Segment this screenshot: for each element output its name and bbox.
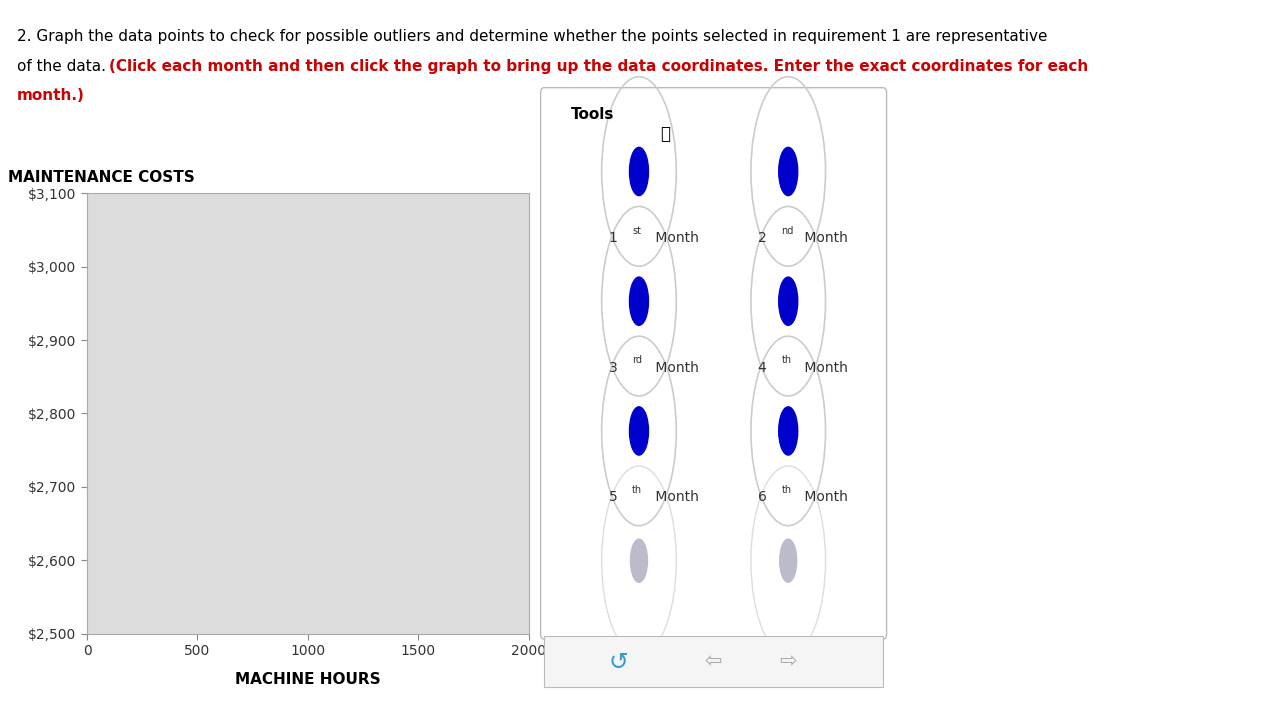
Text: rd: rd — [632, 355, 643, 365]
Text: MAINTENANCE COSTS: MAINTENANCE COSTS — [8, 170, 195, 185]
Ellipse shape — [778, 277, 797, 325]
Text: 5: 5 — [608, 490, 617, 504]
Text: Month: Month — [800, 361, 847, 374]
Text: ⇨: ⇨ — [780, 652, 797, 672]
Text: Month: Month — [650, 490, 699, 504]
Text: Tools: Tools — [571, 107, 614, 122]
Ellipse shape — [778, 147, 797, 195]
Text: 2. Graph the data points to check for possible outliers and determine whether th: 2. Graph the data points to check for po… — [17, 29, 1047, 44]
Text: Month: Month — [650, 231, 699, 245]
Text: th: th — [632, 485, 643, 495]
Text: Month: Month — [650, 361, 699, 374]
FancyBboxPatch shape — [544, 636, 883, 687]
Text: 1: 1 — [608, 231, 617, 245]
Ellipse shape — [630, 277, 649, 325]
Text: Month: Month — [800, 490, 847, 504]
FancyBboxPatch shape — [540, 87, 887, 639]
Ellipse shape — [778, 407, 797, 455]
Ellipse shape — [780, 539, 796, 582]
Ellipse shape — [631, 539, 648, 582]
Text: ⓘ: ⓘ — [660, 125, 671, 142]
Text: 4: 4 — [758, 361, 767, 374]
Text: th: th — [781, 485, 791, 495]
Ellipse shape — [630, 147, 649, 195]
Text: month.): month.) — [17, 88, 84, 103]
Text: ↺: ↺ — [609, 649, 628, 674]
Ellipse shape — [630, 407, 649, 455]
Text: Month: Month — [800, 231, 847, 245]
Text: nd: nd — [781, 226, 794, 236]
Text: st: st — [632, 226, 641, 236]
Text: 6: 6 — [758, 490, 767, 504]
Text: 2: 2 — [758, 231, 767, 245]
Text: 3: 3 — [608, 361, 617, 374]
X-axis label: MACHINE HOURS: MACHINE HOURS — [236, 672, 380, 687]
Text: of the data.: of the data. — [17, 59, 110, 74]
Text: (Click each month and then click the graph to bring up the data coordinates. Ent: (Click each month and then click the gra… — [109, 59, 1088, 74]
Text: th: th — [781, 355, 791, 365]
Text: ⇦: ⇦ — [705, 652, 722, 672]
